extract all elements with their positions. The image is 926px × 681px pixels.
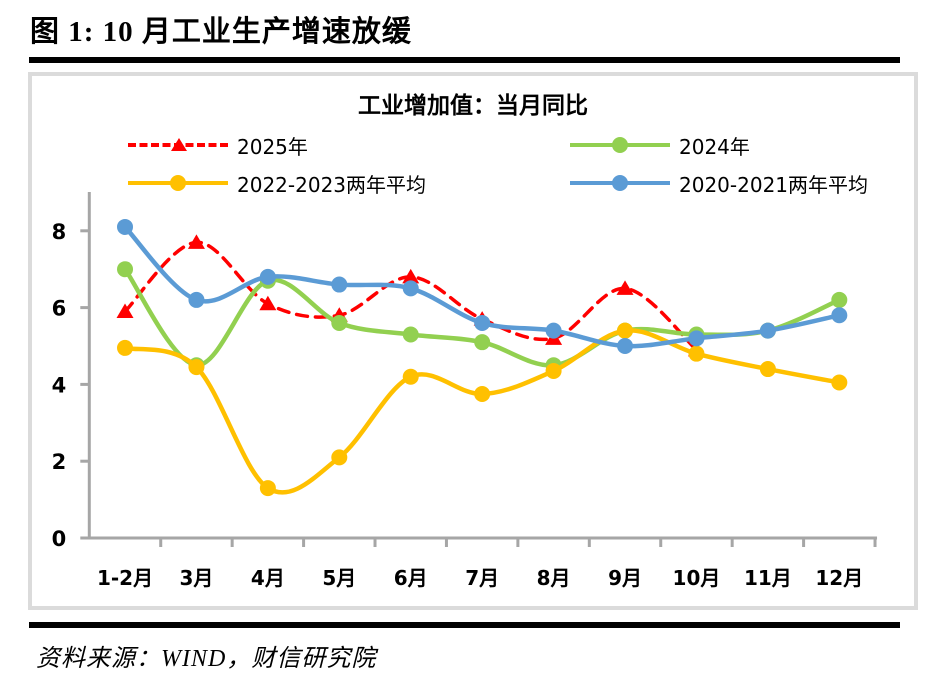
legend-marker-circle-icon — [170, 175, 186, 191]
legend-item-2024年: 2024年 — [570, 133, 750, 159]
chart-title: 工业增加值：当月同比 — [358, 93, 588, 119]
bottom-divider — [29, 622, 900, 628]
source-note: 资料来源：WIND，财信研究院 — [36, 646, 377, 672]
legend-item-2022-2023两年平均: 2022-2023两年平均 — [128, 171, 427, 197]
legend-label: 2025年 — [237, 134, 308, 159]
legend-sample — [128, 171, 228, 195]
legend-marker-circle-icon — [612, 137, 628, 153]
legend-item-2020-2021两年平均: 2020-2021两年平均 — [570, 171, 869, 197]
legend-label: 2022-2023两年平均 — [237, 172, 427, 197]
legend-marker-circle-icon — [612, 175, 628, 191]
legend-sample — [570, 171, 670, 195]
legend-marker-triangle-icon — [171, 138, 187, 151]
legend-item-2025年: 2025年 — [128, 133, 308, 159]
legend-label: 2024年 — [679, 134, 750, 159]
legend-sample — [570, 133, 670, 157]
legend-label: 2020-2021两年平均 — [679, 172, 869, 197]
page-title: 图 1: 10 月工业生产增速放缓 — [30, 16, 412, 48]
top-divider — [29, 57, 900, 63]
legend-sample — [128, 133, 228, 157]
